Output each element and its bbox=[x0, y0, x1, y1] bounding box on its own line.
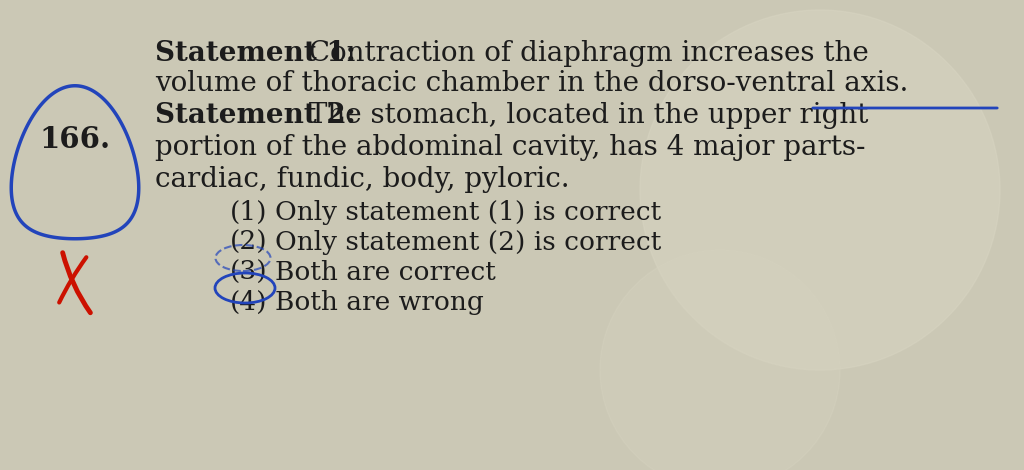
Text: 166.: 166. bbox=[40, 125, 111, 155]
Text: (4): (4) bbox=[230, 290, 267, 315]
Circle shape bbox=[600, 250, 840, 470]
Text: (1): (1) bbox=[230, 200, 267, 225]
Text: (3): (3) bbox=[230, 260, 267, 285]
Text: Only statement (2) is correct: Only statement (2) is correct bbox=[275, 230, 662, 255]
Text: (2): (2) bbox=[230, 230, 267, 255]
Text: Statement 2:: Statement 2: bbox=[155, 102, 356, 129]
Text: Contraction of diaphragm increases the: Contraction of diaphragm increases the bbox=[300, 40, 868, 67]
Text: Both are correct: Both are correct bbox=[275, 260, 496, 285]
Text: volume of thoracic chamber in the dorso-ventral axis.: volume of thoracic chamber in the dorso-… bbox=[155, 70, 908, 97]
Text: Both are wrong: Both are wrong bbox=[275, 290, 484, 315]
Text: portion of the abdominal cavity, has 4 major parts-: portion of the abdominal cavity, has 4 m… bbox=[155, 134, 865, 161]
Text: The stomach, located in the upper right: The stomach, located in the upper right bbox=[300, 102, 868, 129]
Text: Only statement (1) is correct: Only statement (1) is correct bbox=[275, 200, 662, 225]
Text: Statement 1:: Statement 1: bbox=[155, 40, 356, 67]
Text: cardiac, fundic, body, pyloric.: cardiac, fundic, body, pyloric. bbox=[155, 166, 569, 193]
Circle shape bbox=[640, 10, 1000, 370]
